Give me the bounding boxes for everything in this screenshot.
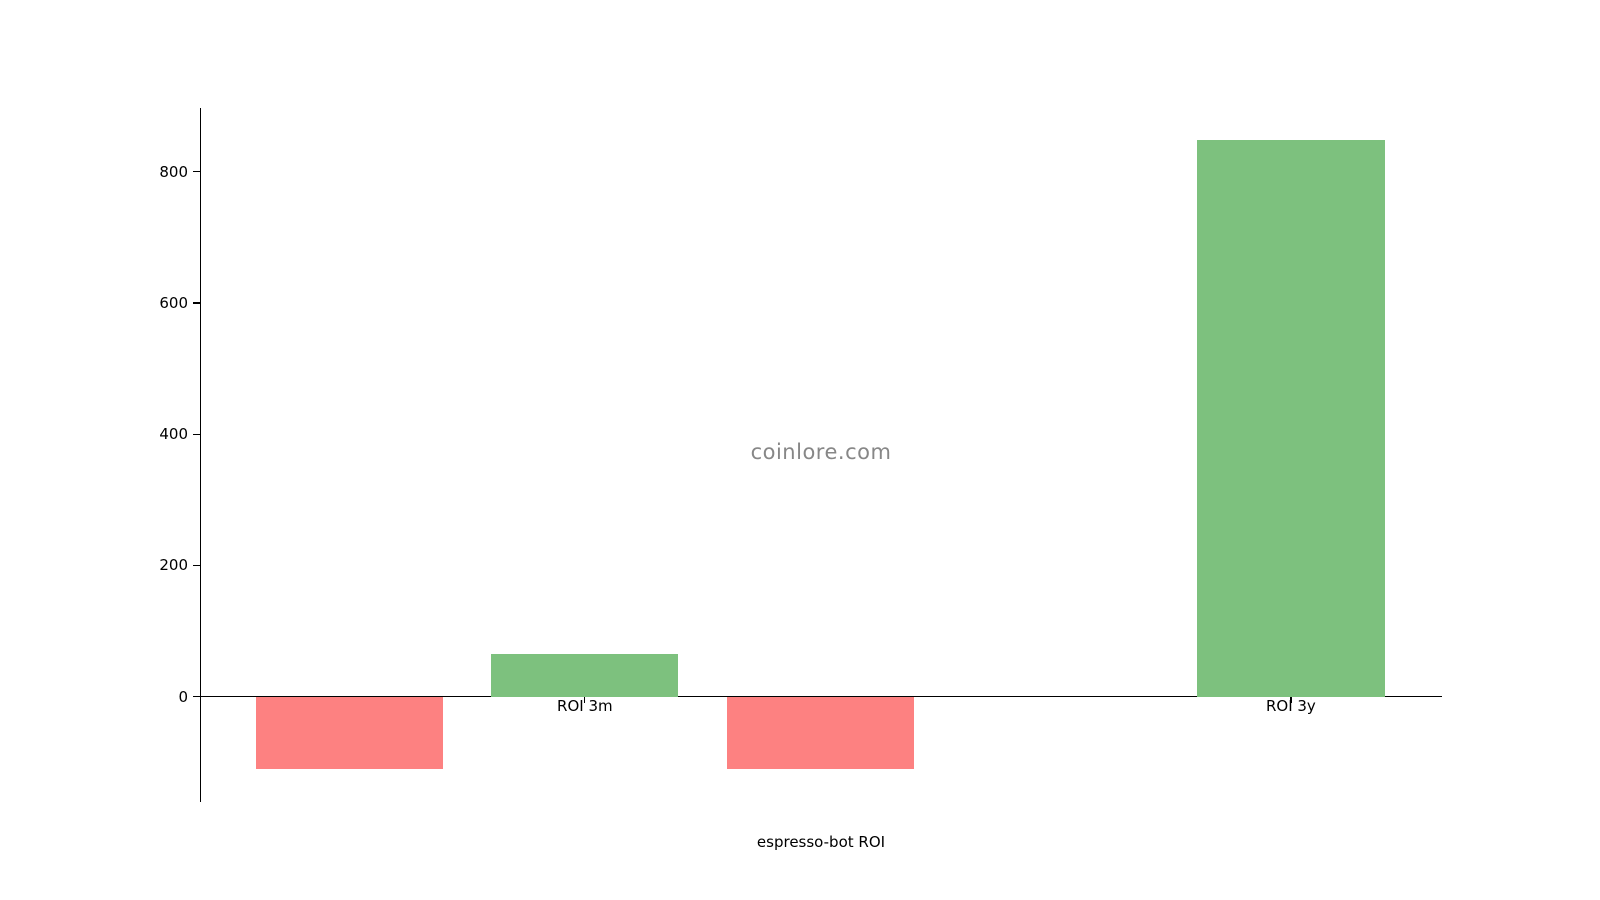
y-tick-label: 600 <box>159 293 188 312</box>
y-tick-mark <box>192 171 200 173</box>
x-tick-mark <box>1290 696 1292 704</box>
y-tick-mark <box>192 696 200 698</box>
bar <box>255 696 444 770</box>
y-tick-label: 400 <box>159 425 188 444</box>
y-tick-label: 800 <box>159 162 188 181</box>
bar <box>726 696 914 770</box>
bar <box>1197 140 1385 697</box>
watermark: coinlore.com <box>750 440 892 464</box>
y-tick-mark <box>192 433 200 435</box>
x-tick-mark <box>584 696 586 704</box>
bar <box>491 654 679 697</box>
y-axis-line <box>199 108 201 802</box>
y-tick-label: 0 <box>178 687 188 706</box>
y-tick-mark <box>192 564 200 567</box>
y-tick-label: 200 <box>159 556 188 575</box>
y-tick-mark <box>192 302 200 304</box>
x-tick-label: ROI 3y <box>1265 696 1316 715</box>
x-tick-label: ROI 3m <box>557 696 613 715</box>
chart-title: espresso-bot ROI <box>756 833 886 851</box>
